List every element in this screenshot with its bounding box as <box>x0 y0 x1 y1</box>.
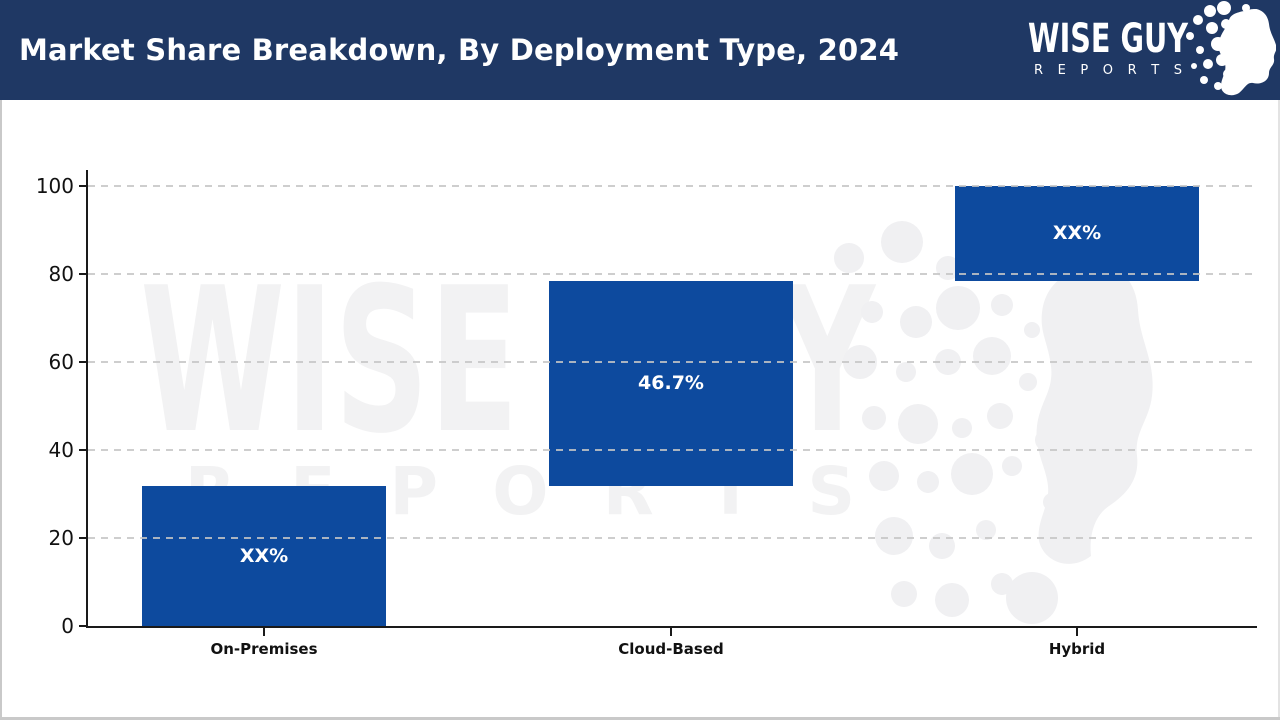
frame-bottom-edge <box>0 717 1280 720</box>
chart-title: Market Share Breakdown, By Deployment Ty… <box>19 33 900 67</box>
x-axis-label-on-premises: On-Premises <box>210 640 318 658</box>
x-tick-hybrid <box>1076 628 1078 636</box>
y-tick-label-40: 40 <box>48 438 74 462</box>
x-axis-label-hybrid: Hybrid <box>1048 640 1106 658</box>
gridline-20 <box>88 537 1257 539</box>
bar-hybrid: XX% <box>955 186 1199 281</box>
y-tick-label-20: 20 <box>48 526 74 550</box>
gridline-80 <box>88 273 1257 275</box>
x-axis-label-cloud-based: Cloud-Based <box>618 640 724 658</box>
y-tick-label-60: 60 <box>48 350 74 374</box>
bar-cloud-based: 46.7% <box>549 280 793 487</box>
frame-left-edge <box>0 100 2 720</box>
logo-reports-text: R E P O R T S <box>1034 63 1182 78</box>
y-tick-80 <box>79 273 86 275</box>
y-tick-label-0: 0 <box>61 614 74 638</box>
y-tick-40 <box>79 449 86 451</box>
header-bar: Market Share Breakdown, By Deployment Ty… <box>0 0 1280 100</box>
gridline-60 <box>88 361 1257 363</box>
gridline-40 <box>88 449 1257 451</box>
wise-guy-reports-logo: WISE GUY R E P O R T S <box>1028 1 1276 96</box>
bar-value-label-hybrid: XX% <box>1052 222 1102 245</box>
y-tick-label-80: 80 <box>48 262 74 286</box>
y-tick-100 <box>79 185 86 187</box>
logo-brand-text: WISE GUY <box>1028 16 1189 62</box>
gridline-100 <box>88 185 1257 187</box>
y-tick-20 <box>79 537 86 539</box>
y-tick-label-100: 100 <box>35 174 74 198</box>
frame-right-edge <box>1278 100 1280 720</box>
x-tick-on-premises <box>263 628 265 636</box>
y-axis-line <box>86 170 88 628</box>
x-axis-line <box>86 626 1257 628</box>
y-tick-60 <box>79 361 86 363</box>
bar-value-label-on-premises: XX% <box>239 545 289 568</box>
y-tick-0 <box>79 625 86 627</box>
x-tick-cloud-based <box>670 628 672 636</box>
bar-value-label-cloud-based: 46.7% <box>638 372 704 395</box>
logo-head-icon <box>1186 1 1276 96</box>
bar-on-premises: XX% <box>142 486 386 626</box>
